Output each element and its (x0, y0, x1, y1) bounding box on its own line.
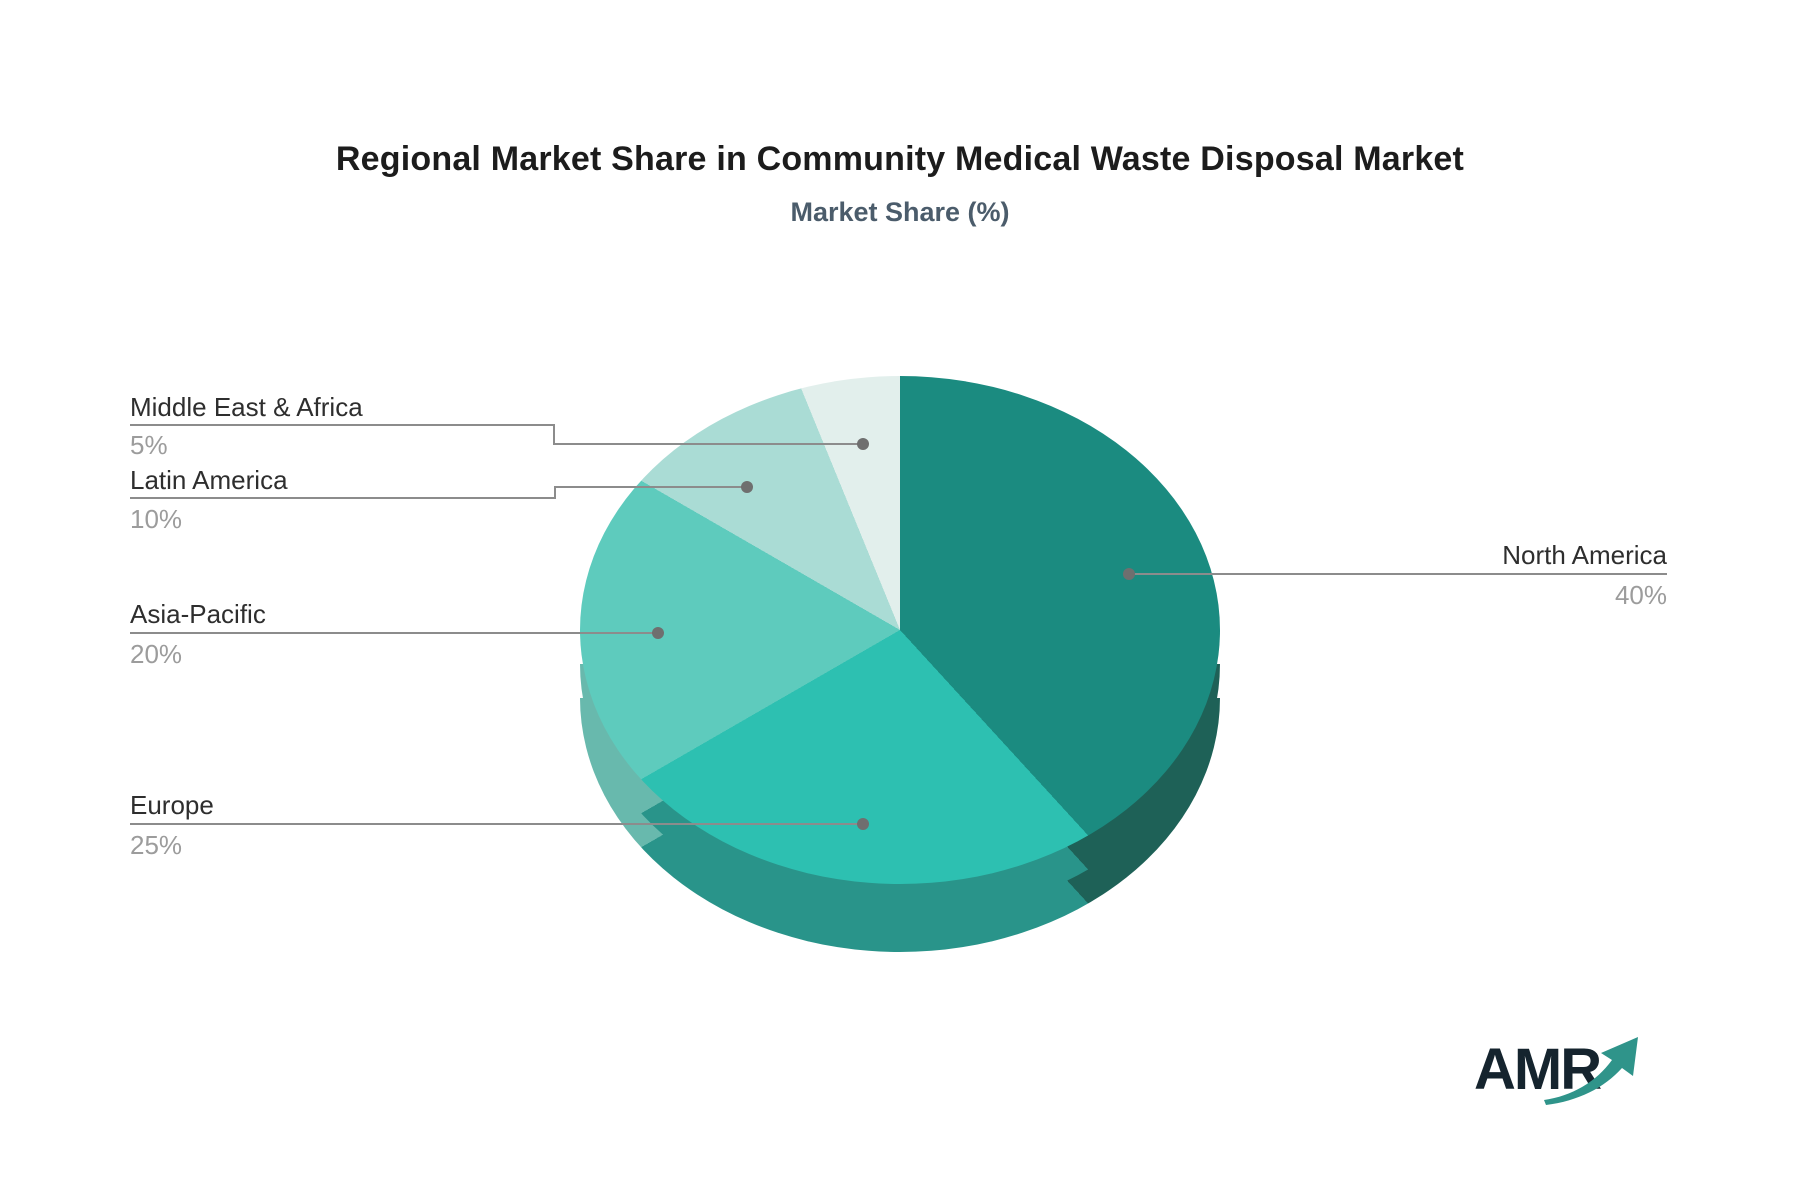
slice-label-latin-america: Latin America (130, 465, 288, 495)
slice-value-north-america: 40% (1614, 580, 1667, 610)
slice-value-europe: 25% (130, 830, 183, 860)
slice-value-middle-east-africa: 5% (130, 430, 168, 460)
leader-dot-latin-america (741, 481, 753, 493)
leader-line-north-america (1129, 573, 1667, 575)
amr-logo-arrow-icon (1544, 1037, 1638, 1105)
slice-value-asia-pacific: 20% (130, 639, 183, 669)
leader-dot-asia-pacific (652, 627, 664, 639)
slice-label-asia-pacific: Asia-Pacific (130, 599, 266, 629)
slice-label-middle-east-africa: Middle East & Africa (130, 392, 363, 422)
chart-subtitle: Market Share (%) (790, 197, 1010, 227)
leader-dot-north-america (1123, 568, 1135, 580)
pie-chart[interactable] (580, 376, 1220, 884)
leader-dot-europe (857, 818, 869, 830)
leader-line-latin-america (554, 486, 748, 488)
leader-line-latin-america (554, 486, 556, 499)
chart-title: Regional Market Share in Community Medic… (335, 140, 1465, 178)
leader-line-middle-east-africa (553, 443, 864, 445)
leader-line-europe (130, 823, 864, 825)
leader-dot-middle-east-africa (857, 438, 869, 450)
slice-value-latin-america: 10% (130, 504, 183, 534)
leader-line-latin-america (130, 497, 556, 499)
amr-logo[interactable]: AMR (1474, 1030, 1654, 1110)
leader-line-asia-pacific (130, 632, 659, 634)
leader-line-middle-east-africa (553, 424, 555, 445)
leader-line-middle-east-africa (130, 424, 555, 426)
slice-label-north-america: North America (1502, 540, 1667, 570)
slice-label-europe: Europe (130, 790, 214, 820)
